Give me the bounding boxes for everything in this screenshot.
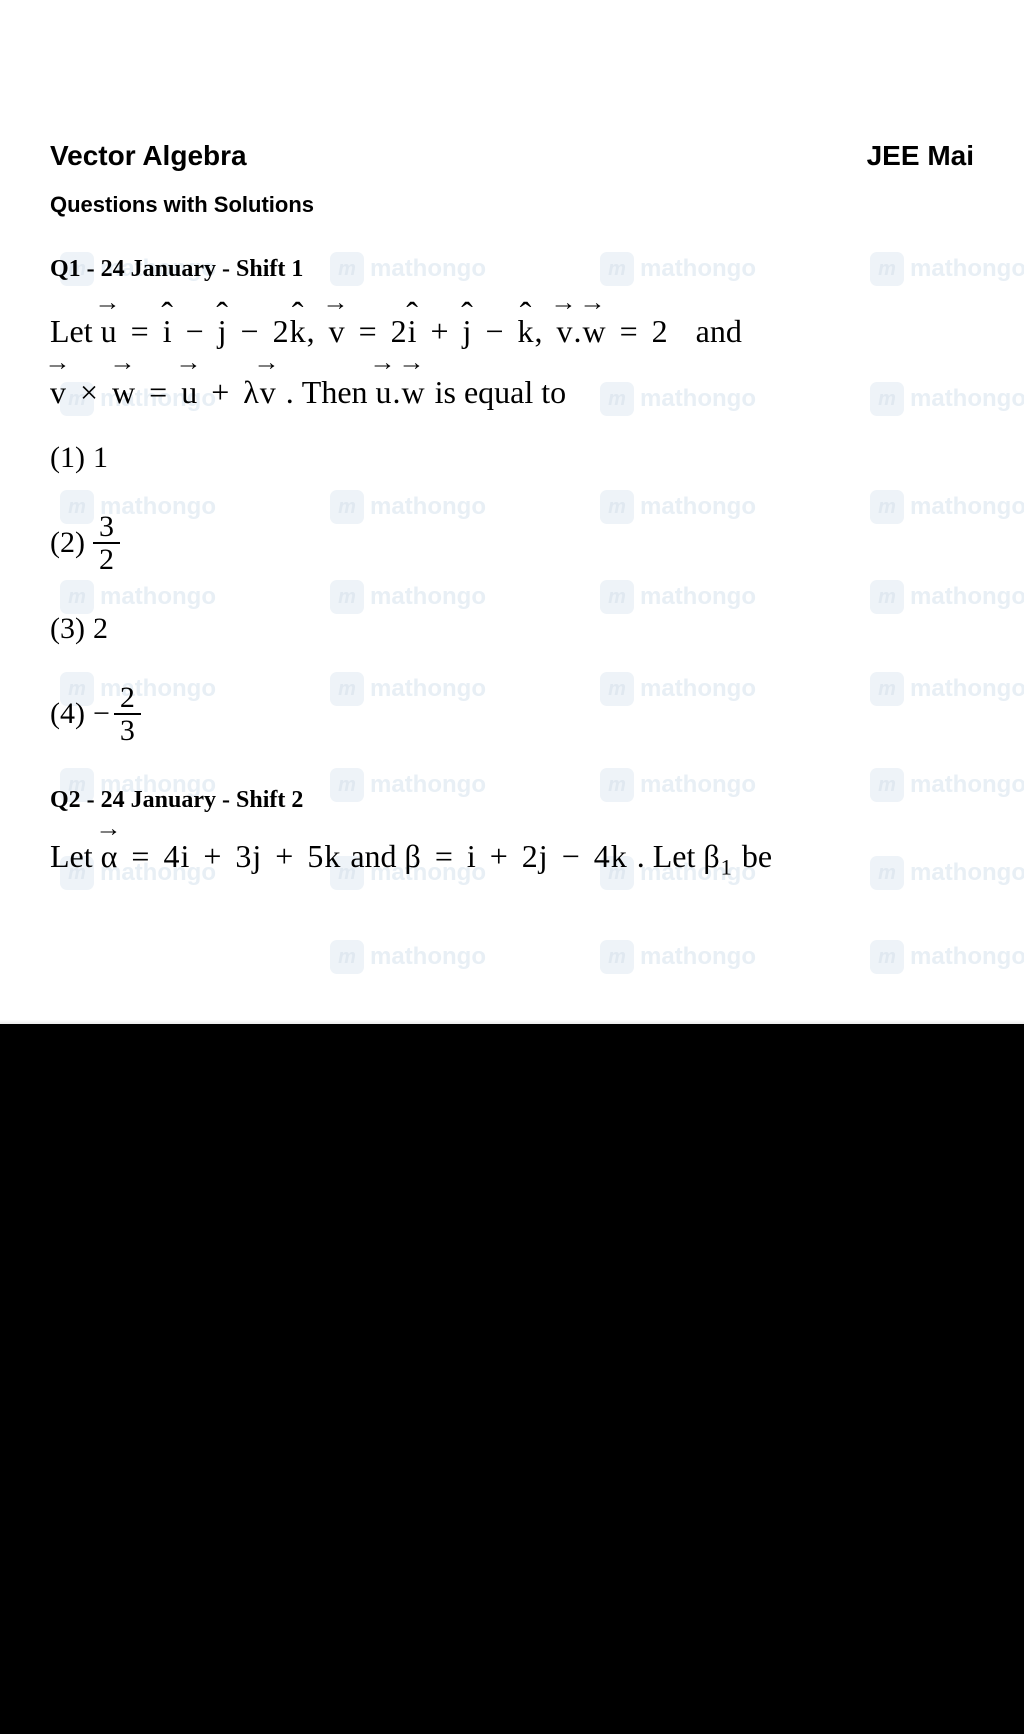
q1-and: and bbox=[696, 313, 742, 349]
q2-tail: . Let bbox=[637, 838, 704, 874]
q1-body: Let u = i − j − 2k, v = 2i + j − k, v.w … bbox=[50, 301, 974, 423]
q1-then: . Then bbox=[286, 374, 376, 410]
q2-block: Q2 - 24 January - Shift 2 Let α = 4i + 3… bbox=[50, 787, 974, 884]
content-area: Vector Algebra JEE Mai Questions with So… bbox=[50, 140, 974, 884]
q2-label: Q2 - 24 January - Shift 2 bbox=[50, 787, 974, 814]
option-4: (4) − 2 3 bbox=[50, 682, 974, 747]
option-3: (3) 2 bbox=[50, 612, 974, 646]
q2-end: be bbox=[742, 838, 772, 874]
option-2: (2) 3 2 bbox=[50, 511, 974, 576]
exam-label: JEE Mai bbox=[867, 140, 974, 172]
q2-mid: and bbox=[350, 838, 404, 874]
option-1: (1) 1 bbox=[50, 441, 974, 475]
subheading: Questions with Solutions bbox=[50, 192, 974, 218]
page-cut-edge bbox=[0, 1020, 1024, 1024]
q1-end: is equal to bbox=[435, 374, 567, 410]
q2-body: Let α = 4i + 3j + 5k and β = i + 2j bbox=[50, 832, 974, 884]
document-page: mmathongo mmathongo mmathongo mmathongo … bbox=[0, 0, 1024, 1024]
q2-prefix: Let bbox=[50, 838, 101, 874]
topic-title: Vector Algebra bbox=[50, 140, 247, 172]
q1-options: (1) 1 (2) 3 2 (3) 2 (4) − 2 3 bbox=[50, 441, 974, 747]
q1-label: Q1 - 24 January - Shift 1 bbox=[50, 256, 974, 283]
header-row: Vector Algebra JEE Mai bbox=[50, 140, 974, 172]
